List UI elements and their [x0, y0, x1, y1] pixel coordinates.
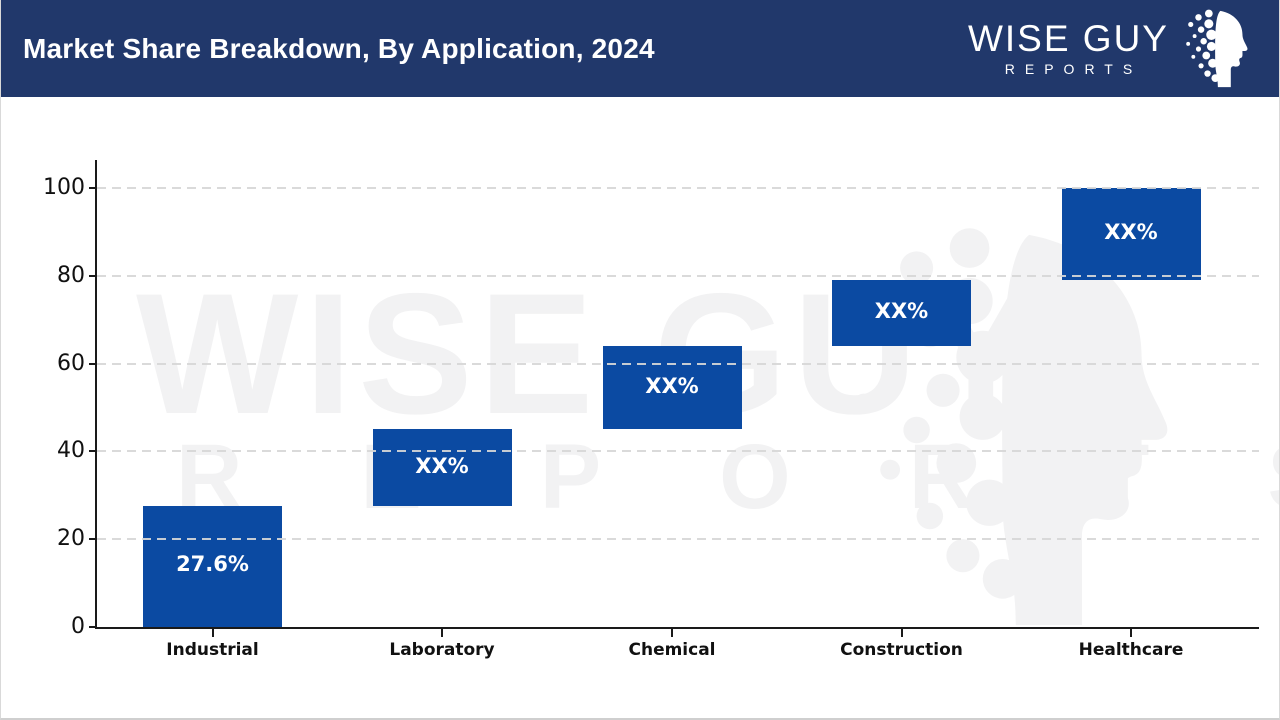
y-tick-label: 60 [57, 350, 85, 376]
y-tick-label: 20 [57, 526, 85, 552]
gridline-40 [97, 450, 1259, 453]
y-tick [89, 274, 97, 277]
bar-value-label: XX% [874, 299, 929, 324]
y-tick-label: 80 [57, 262, 85, 288]
bar-value-label: XX% [415, 453, 469, 478]
gridline-20 [97, 538, 1259, 541]
bar-value-label: 27.6% [176, 552, 249, 577]
y-axis [95, 160, 97, 629]
brand-wordmark: WISE GUY REPORTS [968, 20, 1169, 77]
brand-name: WISE GUY [967, 18, 1169, 59]
brand-logo: WISE GUY REPORTS [968, 7, 1253, 91]
brand-subtitle: REPORTS [1004, 61, 1143, 77]
bar-value-label: XX% [1104, 220, 1158, 245]
bar-healthcare [1061, 188, 1201, 281]
wiseguy-face-icon [1186, 9, 1248, 87]
x-tick [211, 629, 214, 637]
y-tick [89, 626, 97, 628]
x-axis [95, 627, 1259, 629]
bar-value-label: XX% [645, 373, 699, 398]
x-tick-label-industrial: Industrial [166, 640, 259, 660]
y-tick [89, 187, 97, 189]
x-tick [441, 629, 443, 637]
x-tick-label-construction: Construction [840, 640, 963, 660]
bar-laboratory [372, 429, 512, 506]
gridline-80 [97, 274, 1259, 277]
x-tick [900, 629, 903, 637]
x-tick-label-chemical: Chemical [628, 640, 716, 660]
bar-chemical [602, 346, 742, 430]
x-tick [671, 629, 673, 637]
x-tick-label-healthcare: Healthcare [1078, 640, 1184, 660]
y-tick-label: 100 [43, 175, 85, 200]
y-tick-label: 0 [71, 614, 85, 639]
y-tick [89, 362, 97, 365]
header-bar: Market Share Breakdown, By Application, … [1, 0, 1279, 97]
x-tick-label-laboratory: Laboratory [389, 640, 495, 660]
page-title: Market Share Breakdown, By Application, … [23, 32, 655, 64]
x-tick [1130, 629, 1132, 637]
y-tick [89, 450, 97, 453]
y-tick [89, 538, 97, 541]
gridline-100 [97, 187, 1259, 189]
bar-construction [832, 280, 971, 347]
bar-industrial [143, 505, 282, 627]
y-tick-label: 40 [57, 438, 85, 464]
gridline-60 [97, 362, 1259, 365]
